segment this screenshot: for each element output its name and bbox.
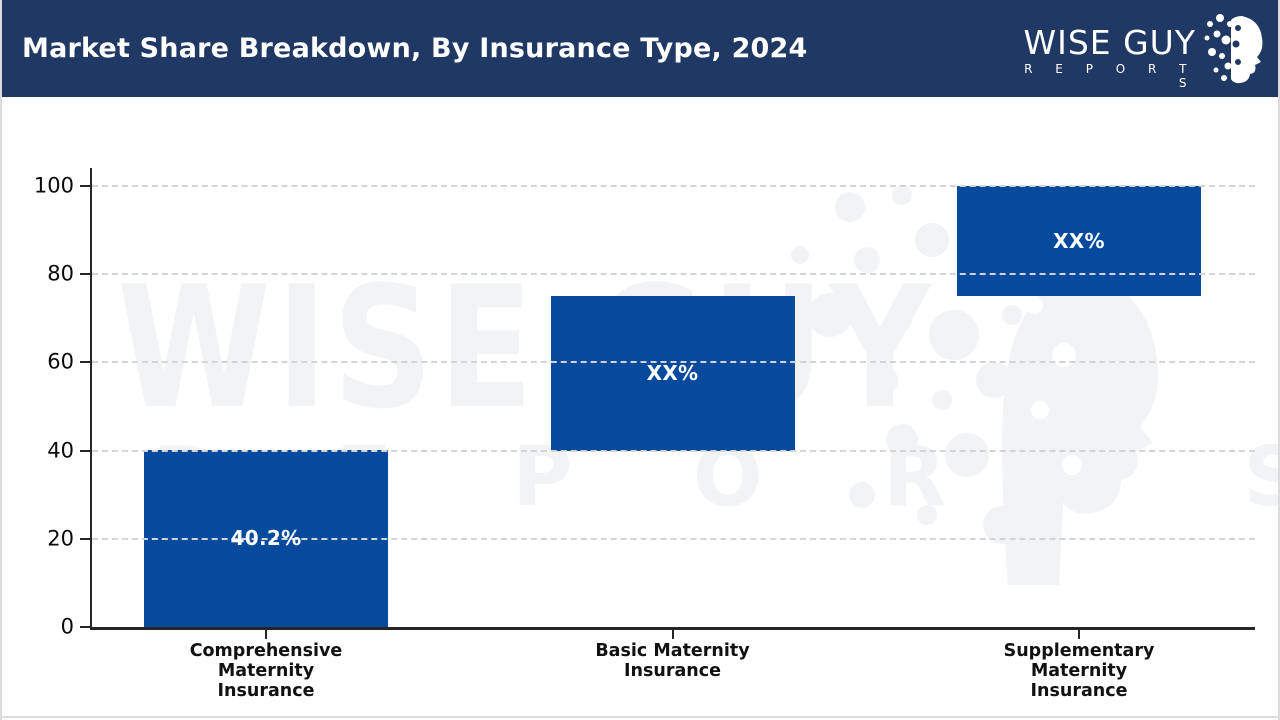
- x-category-label-line: Maternity: [1030, 661, 1128, 681]
- page-title: Market Share Breakdown, By Insurance Typ…: [22, 33, 808, 64]
- header-bar: Market Share Breakdown, By Insurance Typ…: [2, 0, 1278, 97]
- y-tick-mark: [80, 449, 90, 452]
- x-axis-line: [90, 627, 1255, 630]
- y-tick-label: 40: [47, 438, 74, 463]
- grid-line: [92, 273, 1255, 276]
- brand-reports-label: R E P O R T S: [1024, 62, 1196, 90]
- x-category-label-line: Supplementary: [1003, 641, 1155, 661]
- grid-line: [92, 185, 1255, 187]
- y-tick-label: 100: [33, 173, 74, 198]
- y-tick-mark: [80, 185, 90, 187]
- y-tick-mark: [80, 537, 90, 540]
- y-tick-label: 20: [47, 526, 74, 551]
- watermark-wordmark: WISE GUY: [117, 250, 936, 446]
- brand-logo: WISE GUY R E P O R T S: [1018, 8, 1268, 92]
- x-category-label: Basic Maternity Insurance: [513, 641, 833, 681]
- y-tick-mark: [80, 626, 90, 628]
- x-category-label-line: Insurance: [624, 661, 721, 681]
- dotted-head-profile-icon: [1204, 14, 1263, 84]
- x-tick-mark: [1078, 630, 1080, 639]
- y-tick-label: 80: [47, 261, 74, 286]
- bottom-border: [2, 716, 1278, 718]
- y-tick-label: 60: [47, 349, 74, 374]
- grid-line: [92, 449, 1255, 452]
- x-category-label-line: Maternity: [217, 661, 315, 681]
- x-category-label-line: Insurance: [1030, 681, 1128, 701]
- x-category-label-line: Insurance: [217, 681, 315, 701]
- y-tick-label: 0: [60, 614, 74, 639]
- grid-line: [92, 537, 1255, 540]
- y-tick-mark: [80, 273, 90, 276]
- bar: [550, 296, 795, 451]
- y-axis-line: [90, 168, 92, 628]
- x-category-label: Comprehensive Maternity Insurance: [106, 641, 426, 701]
- watermark-face-icon: [772, 185, 1158, 585]
- x-category-label: Supplementary Maternity Insurance: [919, 641, 1239, 701]
- x-category-label-line: Basic Maternity: [595, 641, 750, 661]
- grid-line: [92, 361, 1255, 364]
- x-tick-mark: [265, 630, 267, 639]
- bar-value-label: 40.2%: [230, 526, 302, 551]
- bar-value-label: XX%: [1053, 229, 1105, 254]
- y-tick-mark: [80, 361, 90, 364]
- brand-wordmark: WISE GUY: [1023, 23, 1196, 62]
- x-tick-mark: [671, 630, 674, 639]
- x-category-label-line: Comprehensive: [189, 641, 343, 661]
- bar-value-label: XX%: [646, 361, 699, 386]
- bar: [957, 186, 1201, 297]
